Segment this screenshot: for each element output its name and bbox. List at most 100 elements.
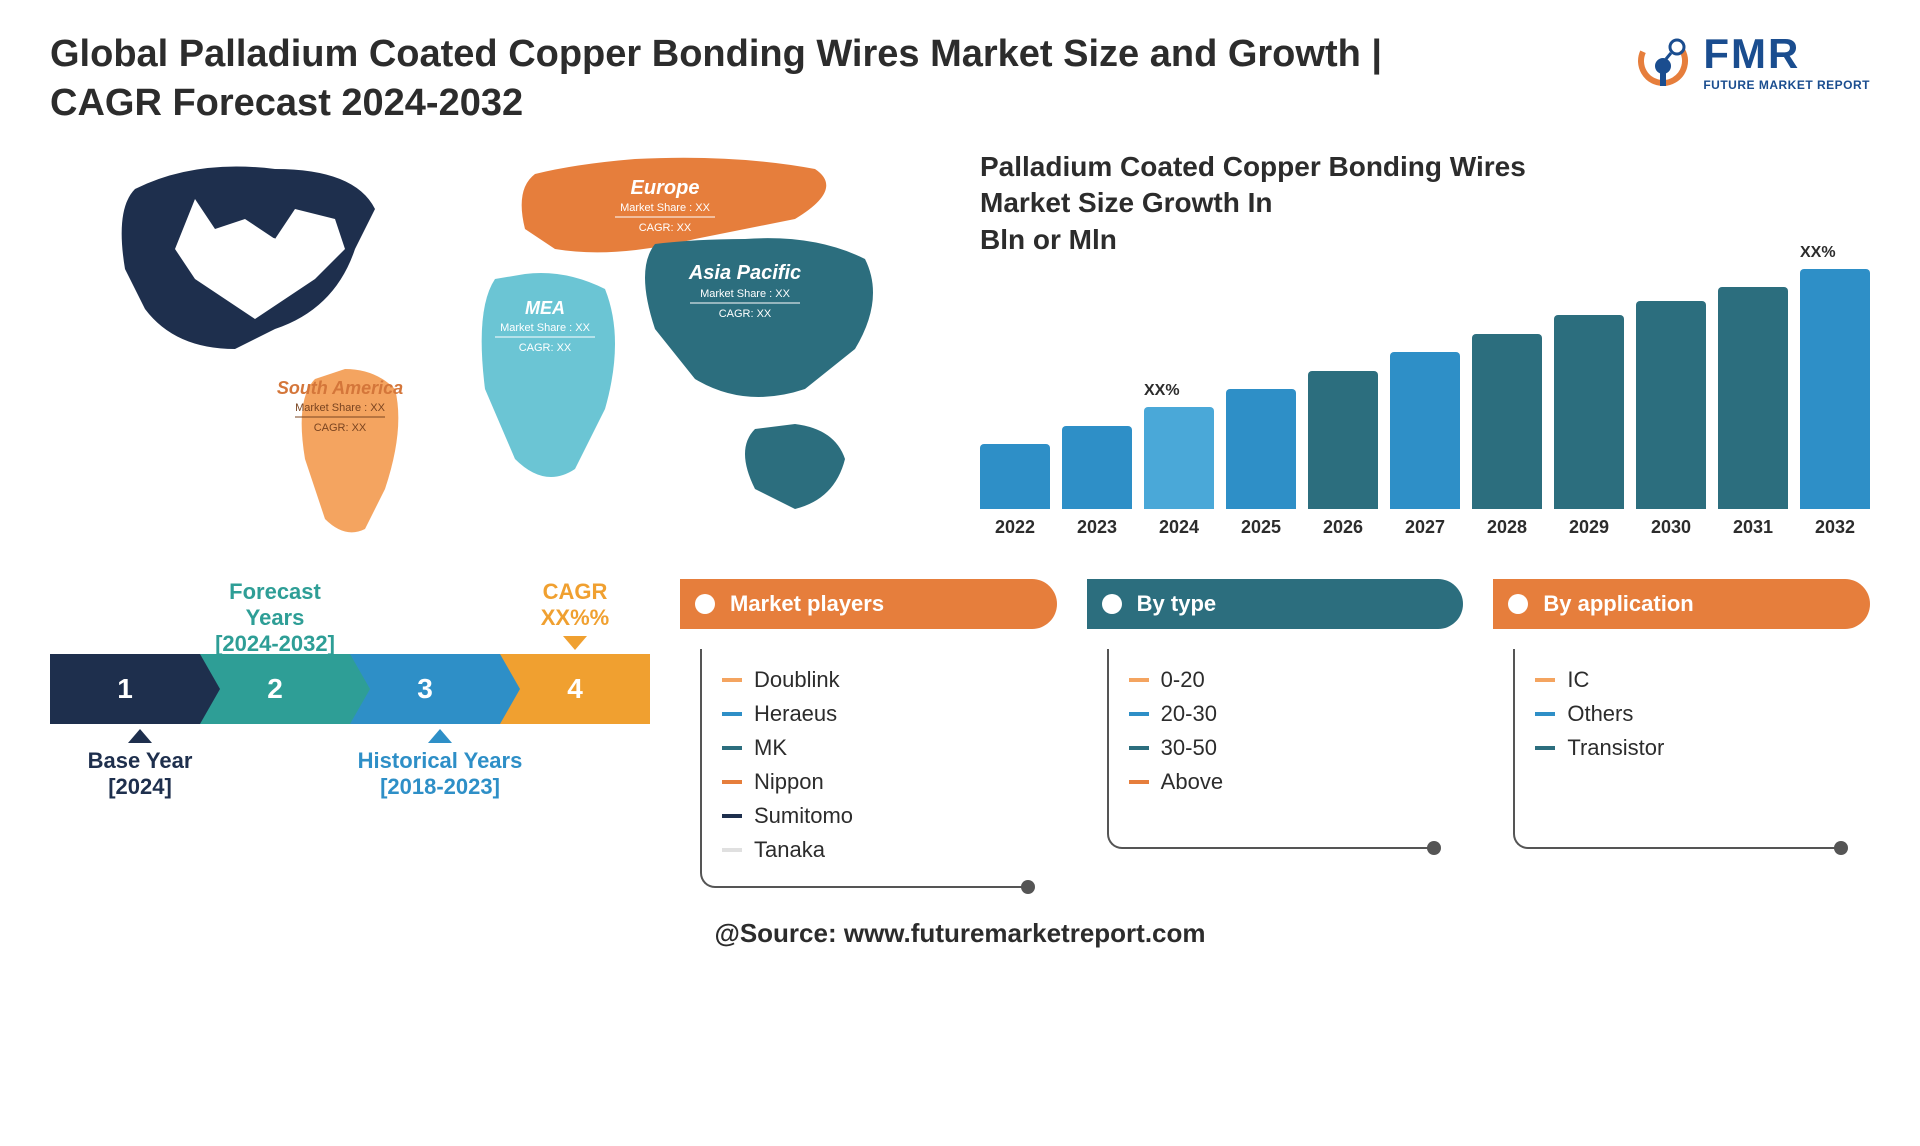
bar xyxy=(1472,334,1542,509)
cat-item: Above xyxy=(1129,769,1414,795)
bar-wrap: 2022 xyxy=(980,444,1050,538)
cat-item-label: 0-20 xyxy=(1161,667,1205,693)
label-north-america: North America Market Share : XX CAGR: XX xyxy=(186,232,323,290)
cat-marker-icon xyxy=(1129,746,1149,750)
bar-wrap: XX%2024 xyxy=(1144,407,1214,538)
bar-label: 2022 xyxy=(995,517,1035,538)
timeline-labels-bottom: Base Year[2024] Historical Years[2018-202… xyxy=(50,729,650,819)
timeline-bottom-label: Historical Years[2018-2023] xyxy=(350,729,530,800)
bar-wrap: 2026 xyxy=(1308,371,1378,538)
bar xyxy=(1718,287,1788,509)
cat-marker-icon xyxy=(1129,780,1149,784)
world-map: North America Market Share : XX CAGR: XX… xyxy=(50,149,940,549)
cat-item: Heraeus xyxy=(722,701,1007,727)
svg-text:CAGR: XX: CAGR: XX xyxy=(639,222,692,234)
category-by-application: By application ICOthersTransistor xyxy=(1493,579,1870,849)
svg-text:CAGR: XX: CAGR: XX xyxy=(519,342,572,354)
cat-item: 0-20 xyxy=(1129,667,1414,693)
bar xyxy=(1062,426,1132,509)
bar-annotation: XX% xyxy=(1144,382,1180,400)
map-svg: North America Market Share : XX CAGR: XX… xyxy=(50,149,940,549)
cat-header-type: By type xyxy=(1087,579,1464,629)
bar xyxy=(1554,315,1624,509)
logo: FMR FUTURE MARKET REPORT xyxy=(1633,30,1870,92)
bar-label: 2032 xyxy=(1815,517,1855,538)
cat-list-app: ICOthersTransistor xyxy=(1513,649,1840,849)
cat-item-label: Tanaka xyxy=(754,837,825,863)
cat-item-label: Nippon xyxy=(754,769,824,795)
cat-item-label: Heraeus xyxy=(754,701,837,727)
bar-label: 2025 xyxy=(1241,517,1281,538)
bar xyxy=(1636,301,1706,509)
cat-marker-icon xyxy=(1535,712,1555,716)
bar-label: 2023 xyxy=(1077,517,1117,538)
bar-label: 2031 xyxy=(1733,517,1773,538)
logo-fmr: FMR xyxy=(1703,30,1870,78)
cat-list-players: Doublink Heraeus MK Nippon Sumitomo Tanaka xyxy=(700,649,1027,888)
cat-header-players: Market players xyxy=(680,579,1057,629)
bar xyxy=(1390,352,1460,509)
cat-marker-icon xyxy=(722,746,742,750)
svg-text:MEA: MEA xyxy=(525,298,565,318)
timeline: Forecast Years[2024-2032]CAGRXX%% 1234 B… xyxy=(50,579,650,819)
cat-marker-icon xyxy=(1129,712,1149,716)
bar-label: 2027 xyxy=(1405,517,1445,538)
cat-item-label: 30-50 xyxy=(1161,735,1217,761)
source: @Source: www.futuremarketreport.com xyxy=(50,918,1870,949)
cat-item: IC xyxy=(1535,667,1820,693)
bar-wrap: 2029 xyxy=(1554,315,1624,538)
cat-item-label: IC xyxy=(1567,667,1589,693)
cat-item: Nippon xyxy=(722,769,1007,795)
svg-text:South America: South America xyxy=(277,378,403,398)
bar-label: 2028 xyxy=(1487,517,1527,538)
cat-item-label: Above xyxy=(1161,769,1223,795)
timeline-bar: 1234 xyxy=(50,654,650,724)
logo-text: FMR FUTURE MARKET REPORT xyxy=(1703,30,1870,92)
bar-wrap: XX% 2032 xyxy=(1800,269,1870,538)
svg-text:Market Share : XX: Market Share : XX xyxy=(206,256,304,270)
timeline-top-label: CAGRXX%% xyxy=(500,579,650,650)
cat-marker-icon xyxy=(722,780,742,784)
bar-wrap: 2028 xyxy=(1472,334,1542,538)
timeline-bottom-label: Base Year[2024] xyxy=(50,729,230,800)
cat-item-label: Sumitomo xyxy=(754,803,853,829)
bar xyxy=(1226,389,1296,509)
bar: XX% xyxy=(1800,269,1870,509)
logo-sub: FUTURE MARKET REPORT xyxy=(1703,78,1870,92)
cat-item: 20-30 xyxy=(1129,701,1414,727)
cat-item-label: Doublink xyxy=(754,667,840,693)
cat-item: Sumitomo xyxy=(722,803,1007,829)
bar-label: 2026 xyxy=(1323,517,1363,538)
cat-item-label: 20-30 xyxy=(1161,701,1217,727)
svg-text:CAGR: XX: CAGR: XX xyxy=(314,422,367,434)
timeline-segment: 2 xyxy=(200,654,350,724)
svg-text:North America: North America xyxy=(186,232,323,254)
cat-item: Others xyxy=(1535,701,1820,727)
cat-marker-icon xyxy=(722,848,742,852)
bars-container: 20222023XX%20242025202620272028202920302… xyxy=(980,278,1870,538)
cat-item: MK xyxy=(722,735,1007,761)
bar-annotation: XX% xyxy=(1800,244,1836,262)
cat-item-label: Others xyxy=(1567,701,1633,727)
bar-wrap: 2025 xyxy=(1226,389,1296,538)
svg-text:Europe: Europe xyxy=(631,177,700,199)
svg-text:Market Share : XX: Market Share : XX xyxy=(620,202,711,214)
cat-marker-icon xyxy=(722,678,742,682)
cat-marker-icon xyxy=(722,712,742,716)
timeline-segment: 1 xyxy=(50,654,200,724)
bar-label: 2024 xyxy=(1159,517,1199,538)
bar-wrap: 2031 xyxy=(1718,287,1788,538)
timeline-labels-top: Forecast Years[2024-2032]CAGRXX%% xyxy=(50,579,650,649)
logo-icon xyxy=(1633,31,1693,91)
header: Global Palladium Coated Copper Bonding W… xyxy=(50,30,1870,129)
timeline-segment: 3 xyxy=(350,654,500,724)
cat-item: Doublink xyxy=(722,667,1007,693)
bar-wrap: 2030 xyxy=(1636,301,1706,538)
bottom-row: Forecast Years[2024-2032]CAGRXX%% 1234 B… xyxy=(50,579,1870,888)
category-market-players: Market players Doublink Heraeus MK Nippon Su… xyxy=(680,579,1057,888)
page-title: Global Palladium Coated Copper Bonding W… xyxy=(50,30,1450,129)
timeline-segment: 4 xyxy=(500,654,650,724)
cat-item-label: MK xyxy=(754,735,787,761)
bar-label: 2030 xyxy=(1651,517,1691,538)
bar xyxy=(1308,371,1378,509)
